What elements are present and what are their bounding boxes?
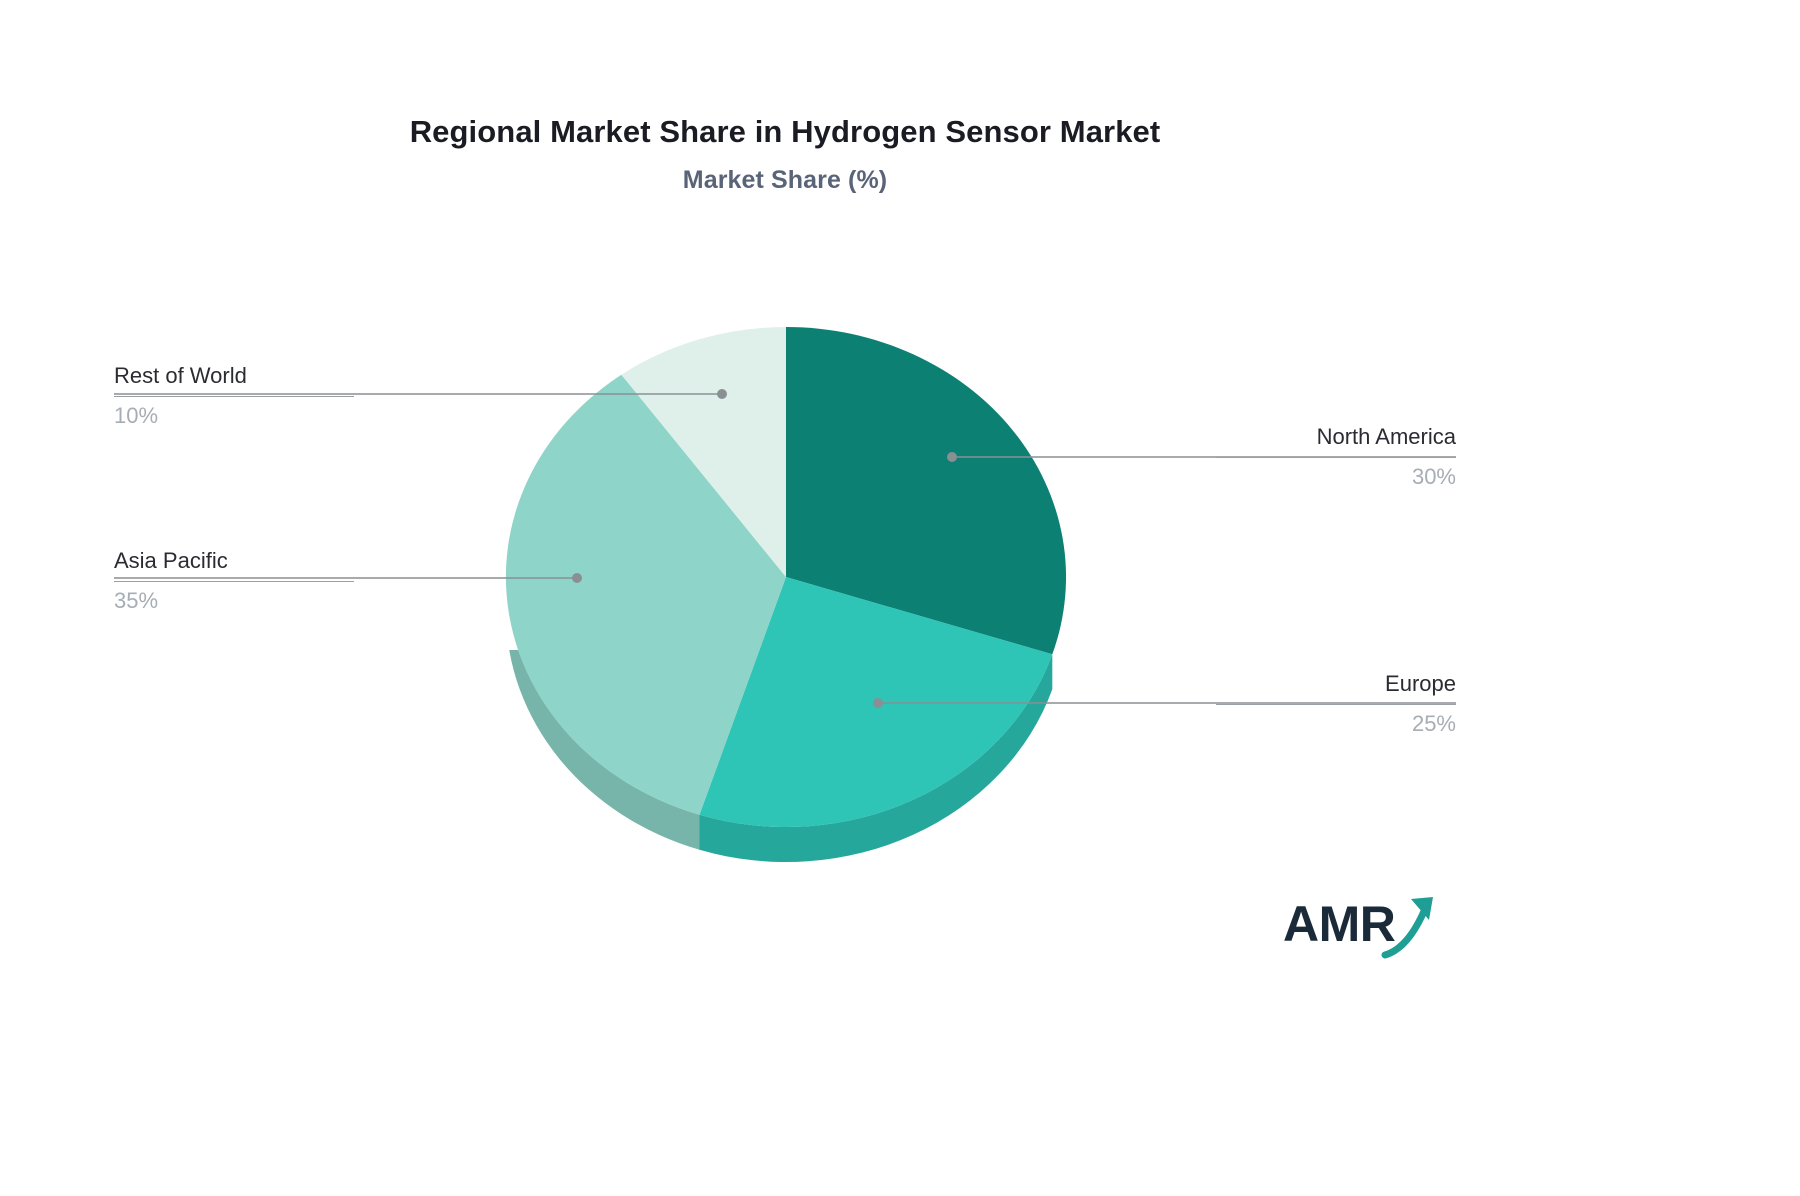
pie-slice-north-america[interactable] (786, 327, 1067, 655)
callout-divider (114, 396, 354, 398)
callout-divider (1216, 457, 1456, 459)
page-title: Regional Market Share in Hydrogen Sensor… (409, 114, 1161, 149)
callout-divider (1216, 704, 1456, 706)
callout-asia-pacific[interactable]: Asia Pacific 35% (114, 547, 354, 615)
callout-divider (114, 581, 354, 583)
pie-depth-walls (509, 650, 1053, 863)
callout-value-asia-pacific: 35% (114, 588, 159, 614)
callout-value-north-america: 30% (1411, 464, 1456, 490)
callout-label-asia-pacific: Asia Pacific (114, 548, 228, 573)
callout-europe[interactable]: Europe 25% (1216, 670, 1456, 738)
callout-label-rest-of-world: Rest of World (114, 363, 247, 388)
leader-dot-europe (873, 698, 883, 708)
callout-value-rest-of-world: 10% (114, 403, 159, 429)
leader-dot-asia-pacific (572, 573, 582, 583)
callout-label-europe: Europe (1385, 671, 1456, 696)
pie-side-asia-pacific (509, 650, 700, 850)
leader-dot-north-america (947, 452, 957, 462)
callout-value-europe: 25% (1411, 711, 1456, 737)
leader-dots (572, 389, 957, 708)
pie-side-europe (699, 654, 1053, 863)
pie-slice-europe[interactable] (699, 577, 1053, 828)
chart-subtitle: Market Share (%) (682, 166, 888, 194)
callout-label-north-america: North America (1316, 424, 1456, 449)
callout-north-america[interactable]: North America 30% (1216, 423, 1456, 491)
callout-rest-of-world[interactable]: Rest of World 10% (114, 362, 354, 430)
pie-slice-asia-pacific[interactable] (505, 374, 786, 815)
amr-logo: AMR (1283, 893, 1443, 963)
amr-wordmark: AMR (1283, 896, 1396, 952)
leader-dot-rest-of-world (717, 389, 727, 399)
amr-arrow-icon (1381, 897, 1433, 959)
pie-slice-rest-of-world[interactable] (621, 327, 786, 577)
